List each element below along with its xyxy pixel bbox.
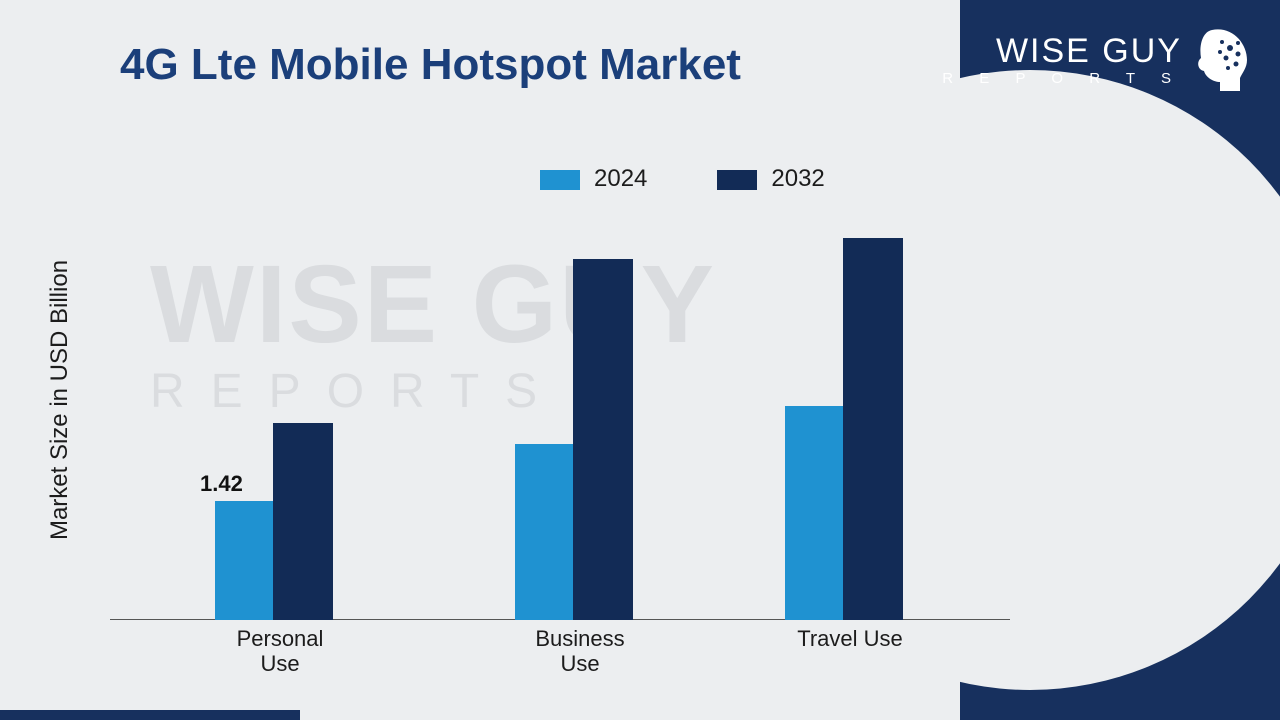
legend-item-2024: 2024: [540, 165, 647, 193]
legend-swatch-2032: [717, 170, 757, 190]
x-tick-label: BusinessUse: [500, 626, 660, 677]
legend-swatch-2024: [540, 170, 580, 190]
footer-accent-bar: [0, 710, 300, 720]
legend-item-2032: 2032: [717, 165, 824, 193]
bar-2032: [573, 259, 633, 620]
page-title: 4G Lte Mobile Hotspot Market: [120, 40, 741, 90]
bar-2024: [515, 444, 575, 620]
x-tick-label: Travel Use: [770, 626, 930, 651]
value-label: 1.42: [200, 471, 243, 497]
wiseguy-logo: WISE GUY R E P O R T S: [942, 28, 1250, 93]
logo-main: WISE GUY: [942, 34, 1182, 68]
bar-2032: [273, 423, 333, 620]
y-axis-label: Market Size in USD Billion: [46, 260, 74, 540]
head-profile-icon: [1192, 28, 1250, 93]
bar-2024: [215, 501, 275, 620]
plot-area: 1.42PersonalUseBusinessUseTravel Use: [110, 200, 1010, 620]
legend: 2024 2032: [540, 165, 825, 193]
chart-stage: 4G Lte Mobile Hotspot Market WISE GUY RE…: [0, 0, 1280, 720]
bar-2032: [843, 238, 903, 620]
logo-sub: R E P O R T S: [942, 70, 1182, 87]
x-tick-label: PersonalUse: [200, 626, 360, 677]
bar-2024: [785, 406, 845, 620]
